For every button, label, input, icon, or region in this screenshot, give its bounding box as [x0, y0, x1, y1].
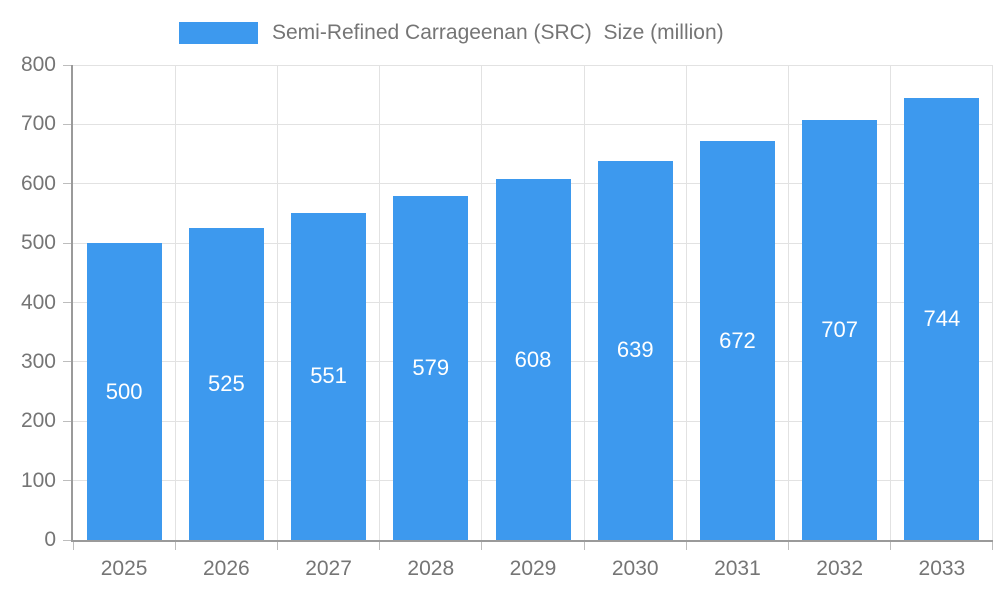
x-axis-label-2033: 2033: [918, 557, 966, 580]
x-axis-tick: [583, 542, 585, 550]
gridline-horizontal: [73, 123, 993, 125]
y-axis-label: 0: [44, 528, 56, 551]
gridline-vertical: [890, 65, 892, 540]
gridline-vertical: [481, 65, 483, 540]
x-axis-tick: [72, 542, 74, 550]
bar-value-label: 744: [923, 306, 961, 332]
gridline-vertical: [276, 65, 278, 540]
bar-2025[interactable]: 500: [86, 243, 162, 540]
x-axis-label-2025: 2025: [100, 557, 148, 580]
gridline-horizontal: [73, 64, 993, 66]
x-axis-tick: [379, 542, 381, 550]
x-axis-label-2027: 2027: [305, 557, 352, 580]
gridline-vertical: [788, 65, 790, 540]
bar-2031[interactable]: 672: [699, 141, 775, 540]
y-axis-tick: [63, 123, 71, 125]
x-axis-tick: [174, 542, 176, 550]
x-axis-label-2032: 2032: [816, 557, 864, 580]
y-axis-tick: [63, 480, 71, 482]
x-axis-tick: [276, 542, 278, 550]
y-axis-label: 800: [20, 53, 56, 76]
legend[interactable]: Semi-Refined Carrageenan (SRC) Size (mil…: [179, 21, 724, 45]
bar-value-label: 579: [412, 355, 450, 381]
bar-value-label: 608: [514, 346, 552, 372]
gridline-vertical: [992, 65, 993, 540]
x-axis-label-2030: 2030: [611, 557, 659, 580]
bar-2033[interactable]: 744: [904, 98, 980, 540]
bar-value-label: 500: [105, 378, 143, 404]
x-axis-label-2028: 2028: [407, 557, 455, 580]
y-axis-label: 300: [20, 349, 56, 373]
y-axis-tick: [63, 64, 71, 66]
bar-2027[interactable]: 551: [291, 212, 367, 540]
gridline-vertical: [379, 65, 381, 540]
y-axis-tick: [63, 183, 71, 185]
bar-value-label: 639: [616, 337, 654, 363]
bar-value-label: 525: [207, 371, 245, 397]
bar-2029[interactable]: 608: [495, 179, 571, 540]
x-axis-label-2029: 2029: [509, 557, 557, 580]
bar-2028[interactable]: 579: [393, 196, 469, 540]
bar-value-label: 672: [719, 327, 756, 353]
y-axis-tick: [63, 539, 71, 541]
bar-2026[interactable]: 525: [188, 228, 264, 540]
y-axis-tick: [63, 420, 71, 422]
legend-swatch[interactable]: [179, 22, 258, 44]
y-axis-label: 400: [20, 290, 56, 314]
y-axis-tick: [63, 302, 71, 303]
x-axis-label-2031: 2031: [714, 557, 761, 580]
gridline-vertical: [583, 65, 585, 540]
bar-value-label: 707: [821, 317, 859, 343]
y-axis-label: 500: [20, 231, 56, 255]
y-axis-label: 700: [20, 112, 56, 136]
x-axis-tick: [890, 542, 892, 550]
bar-2032[interactable]: 707: [802, 120, 878, 540]
bar-2030[interactable]: 639: [597, 160, 673, 540]
gridline-vertical: [174, 65, 176, 540]
y-axis-label: 200: [20, 409, 56, 433]
legend-label[interactable]: Semi-Refined Carrageenan (SRC) Size (mil…: [272, 21, 724, 44]
y-axis-tick: [63, 242, 71, 244]
y-axis-label: 600: [20, 171, 56, 195]
x-axis-tick: [685, 542, 687, 550]
x-axis-tick: [788, 542, 790, 550]
bar-value-label: 551: [310, 363, 347, 389]
y-axis-label: 100: [20, 468, 56, 492]
y-axis-tick: [63, 361, 71, 363]
x-axis-tick: [992, 542, 993, 550]
gridline-vertical: [685, 65, 687, 540]
x-axis-label-2026: 2026: [202, 557, 250, 580]
x-axis-tick: [481, 542, 483, 550]
plot-area: 500 525 551 579 608 639 672 707 744: [63, 64, 993, 550]
